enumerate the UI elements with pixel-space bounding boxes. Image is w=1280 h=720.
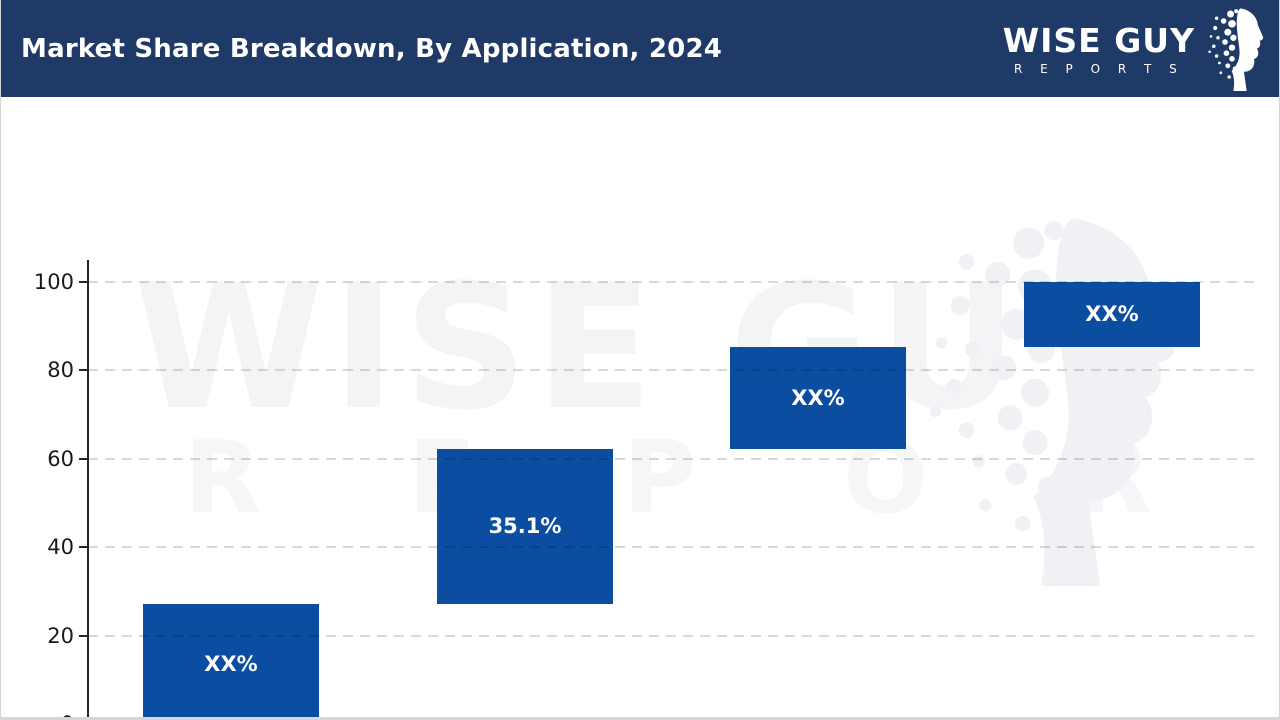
gridline-40	[88, 546, 1257, 549]
gridline-80	[88, 369, 1257, 372]
bar-value-label-0: XX%	[204, 651, 258, 676]
logo-wordmark: WISE GUY	[1002, 20, 1195, 60]
y-tick-label-60: 60	[47, 446, 74, 471]
y-tick-label-40: 40	[47, 535, 74, 560]
bar-1: 35.1%	[437, 448, 613, 604]
y-tick-mark-60	[79, 457, 88, 460]
gridline-100	[88, 281, 1257, 283]
page-title: Market Share Breakdown, By Application, …	[21, 33, 723, 64]
y-tick-mark-100	[79, 281, 88, 283]
y-tick-mark-40	[79, 546, 88, 549]
logo-subtext: R E P O R T S	[1013, 61, 1184, 76]
bar-0: XX%	[143, 603, 319, 717]
bar-2: XX%	[730, 346, 906, 449]
gridline-60	[88, 457, 1257, 460]
y-tick-label-80: 80	[47, 358, 74, 383]
wiseguy-logo: WISE GUY R E P O R T S	[1003, 6, 1267, 92]
y-tick-label-100: 100	[33, 270, 74, 294]
watermark-face-icon	[879, 212, 1191, 586]
y-tick-label-20: 20	[47, 623, 74, 648]
watermark-wordmark: WISE GUY	[134, 247, 1159, 448]
bar-value-label-3: XX%	[1085, 302, 1139, 327]
bar-value-label-1: 35.1%	[488, 514, 562, 539]
wiseguy-face-icon	[1197, 7, 1267, 91]
y-tick-label-0: 0	[12, 713, 74, 717]
bar-3: XX%	[1024, 282, 1200, 347]
waterfall-chart: 020406080100 XX%35.1%XX%XX% Consumer Ele…	[1, 97, 1279, 717]
header-bar: Market Share Breakdown, By Application, …	[1, 0, 1279, 97]
bar-value-label-2: XX%	[791, 385, 845, 410]
y-tick-mark-80	[79, 369, 88, 372]
y-axis-line	[87, 260, 89, 717]
gridline-20	[88, 634, 1257, 637]
y-tick-mark-20	[79, 634, 88, 637]
logo-wordmark-block: WISE GUY R E P O R T S	[1003, 24, 1195, 75]
